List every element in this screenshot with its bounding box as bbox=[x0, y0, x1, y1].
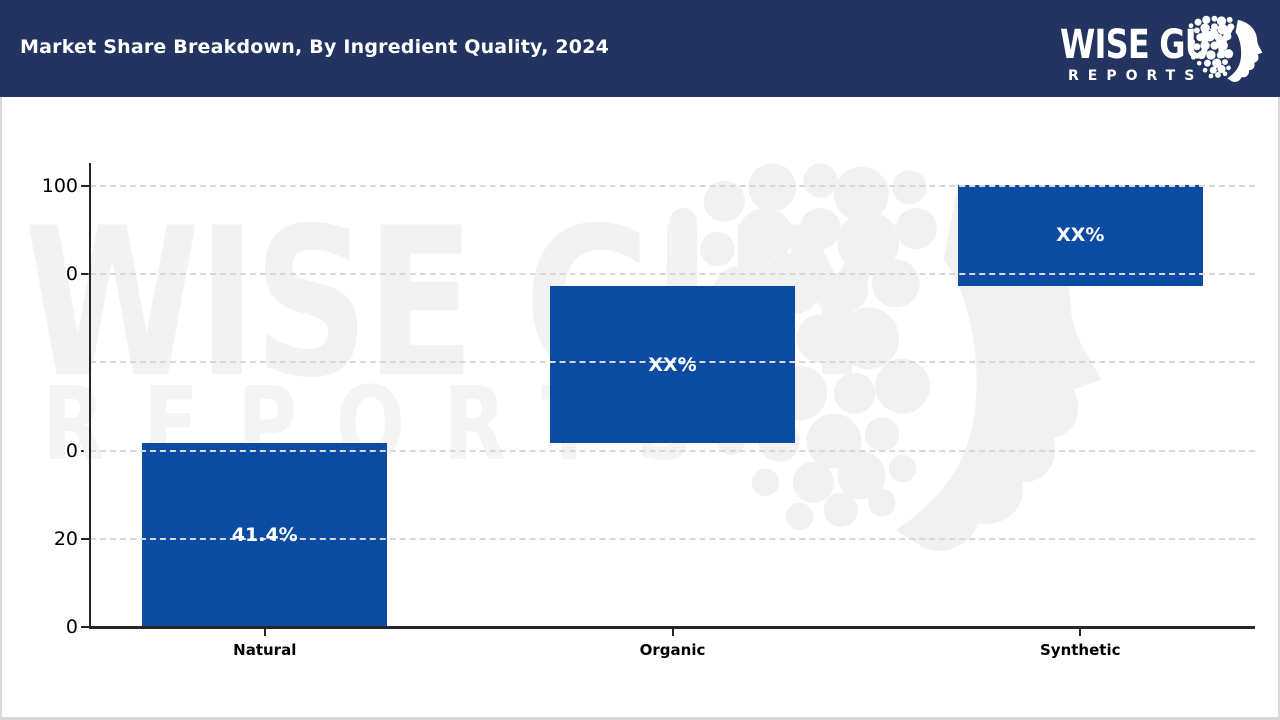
x-tick-label-natural: Natural bbox=[233, 641, 297, 659]
y-tick-label-20: 20 bbox=[53, 527, 78, 550]
x-tick-label-synthetic: Synthetic bbox=[1040, 641, 1121, 659]
bar-natural bbox=[142, 443, 388, 626]
y-tick-mark-20 bbox=[81, 537, 89, 540]
chart-area: WISE GUY REPORTS 41.4% XX% XX% 0 20 40 60 80 10… bbox=[2, 97, 1280, 717]
x-tick-mark-organic bbox=[671, 629, 674, 636]
page-title: Market Share Breakdown, By Ingredient Qu… bbox=[20, 36, 610, 58]
bar-label-organic: XX% bbox=[648, 353, 697, 376]
brand-logo: WISE GUY REPORTS bbox=[1016, 4, 1268, 94]
y-tick-mark-80 bbox=[81, 273, 89, 276]
brand-subname: REPORTS bbox=[1068, 68, 1204, 84]
y-tick-mark-60 bbox=[81, 361, 89, 364]
plot-area: 41.4% XX% XX% bbox=[90, 163, 1255, 626]
x-tick-mark-natural bbox=[263, 629, 266, 636]
x-tick-mark-synthetic bbox=[1079, 629, 1082, 636]
y-tick-mark-0 bbox=[81, 626, 89, 628]
header: Market Share Breakdown, By Ingredient Qu… bbox=[0, 0, 1280, 97]
bar-label-natural: 41.4% bbox=[231, 523, 298, 546]
gridline-40 bbox=[90, 449, 1255, 452]
gridline-20 bbox=[90, 537, 1255, 540]
bar-label-synthetic: XX% bbox=[1056, 224, 1105, 247]
y-tick-mark-40 bbox=[81, 449, 89, 452]
y-tick-label-100: 100 bbox=[41, 175, 78, 198]
y-tick-label-40: 40 bbox=[53, 439, 78, 462]
gridline-100 bbox=[90, 185, 1255, 188]
x-axis-line bbox=[89, 626, 1255, 629]
x-tick-label-organic: Organic bbox=[639, 641, 706, 659]
y-tick-label-60: 60 bbox=[53, 351, 78, 374]
y-tick-label-0: 0 bbox=[65, 616, 78, 638]
y-tick-mark-100 bbox=[81, 185, 89, 188]
y-tick-label-80: 80 bbox=[53, 263, 78, 286]
wiseguy-face-icon bbox=[1188, 15, 1263, 82]
y-axis-line bbox=[89, 163, 91, 627]
gridline-80 bbox=[90, 273, 1255, 276]
